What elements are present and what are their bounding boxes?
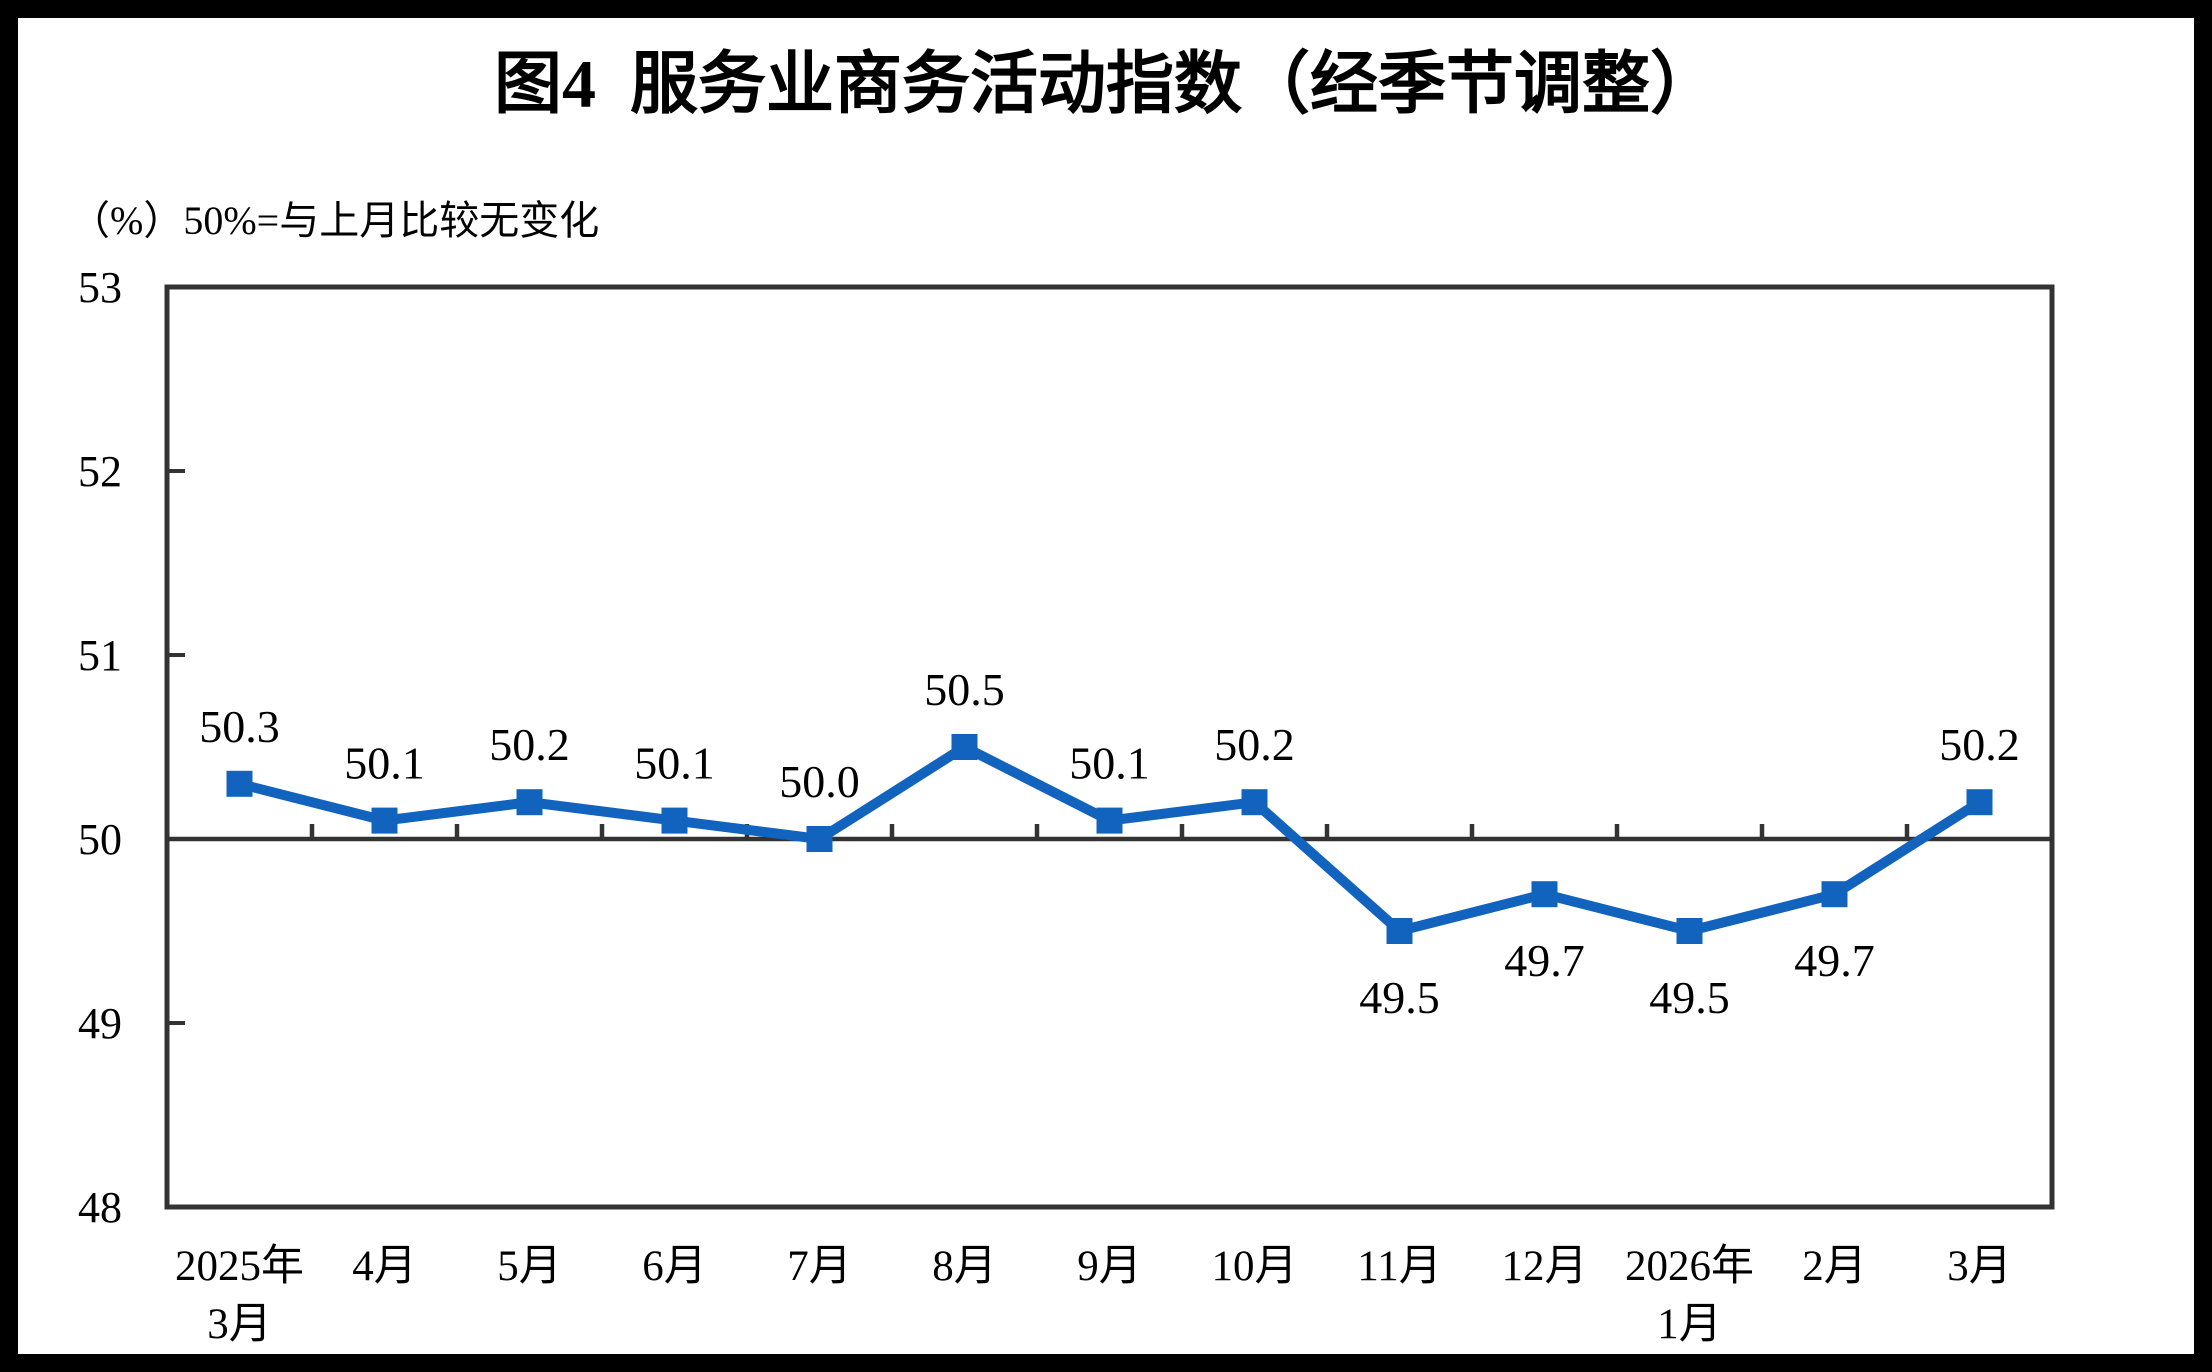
x-axis-category-label: 5月 [497,1243,562,1290]
x-axis-category-label: 3月 [1947,1243,2012,1290]
data-point-label: 50.2 [489,719,570,770]
x-axis-category-label: 10月 [1212,1243,1298,1290]
data-point-label: 49.7 [1504,935,1585,986]
data-point-label: 50.1 [634,738,715,789]
data-point-marker [1096,807,1123,834]
data-point-marker [1821,881,1848,908]
x-axis-category-label: 2026年 [1625,1243,1754,1290]
data-point-marker [371,807,398,834]
y-axis-tick-label: 53 [78,263,122,312]
data-point-marker [806,826,833,852]
data-point-label: 49.5 [1649,972,1730,1023]
y-axis-unit-note: （%）50%=与上月比较无变化 [70,198,600,243]
data-point-marker [1386,918,1413,944]
data-point-label: 50.1 [344,738,425,789]
data-point-marker [516,789,543,816]
y-axis-tick-label: 52 [78,447,122,496]
data-point-label: 50.3 [199,701,280,752]
data-point-marker [1241,789,1268,816]
plot-border [164,284,2055,1210]
data-point-marker [1966,789,1993,816]
x-axis-category-label: 1月 [1657,1301,1722,1348]
x-axis-category-label: 11月 [1357,1243,1441,1290]
y-axis-tick-label: 49 [78,999,122,1048]
data-point-marker [951,734,978,760]
y-axis-tick-label: 51 [78,631,122,680]
data-point-marker [1531,881,1558,908]
x-axis-category-label: 2月 [1802,1243,1867,1290]
data-point-marker [661,807,688,834]
x-axis-category-label: 2025年 [175,1243,304,1290]
x-axis-category-label: 8月 [932,1243,997,1290]
data-point-label: 50.5 [924,664,1005,715]
data-point-label: 50.2 [1214,719,1295,770]
y-axis-tick-label: 50 [78,815,122,864]
data-point-marker [226,770,253,797]
x-axis-category-label: 6月 [642,1243,707,1290]
data-point-marker [1676,918,1703,944]
data-point-label: 50.1 [1069,738,1150,789]
data-point-label: 49.7 [1794,935,1875,986]
data-point-label: 50.0 [779,756,860,807]
data-point-label: 49.5 [1359,972,1440,1023]
data-point-label: 50.2 [1939,719,2020,770]
x-axis-category-label: 3月 [207,1301,272,1348]
x-axis-category-label: 12月 [1502,1243,1588,1290]
x-axis-category-label: 9月 [1077,1243,1142,1290]
chart-title: 图4 服务业商务活动指数（经季节调整） [493,46,1718,122]
y-axis-tick-label: 48 [78,1183,122,1232]
x-axis-category-label: 4月 [352,1243,417,1290]
x-axis-category-label: 7月 [787,1243,852,1290]
